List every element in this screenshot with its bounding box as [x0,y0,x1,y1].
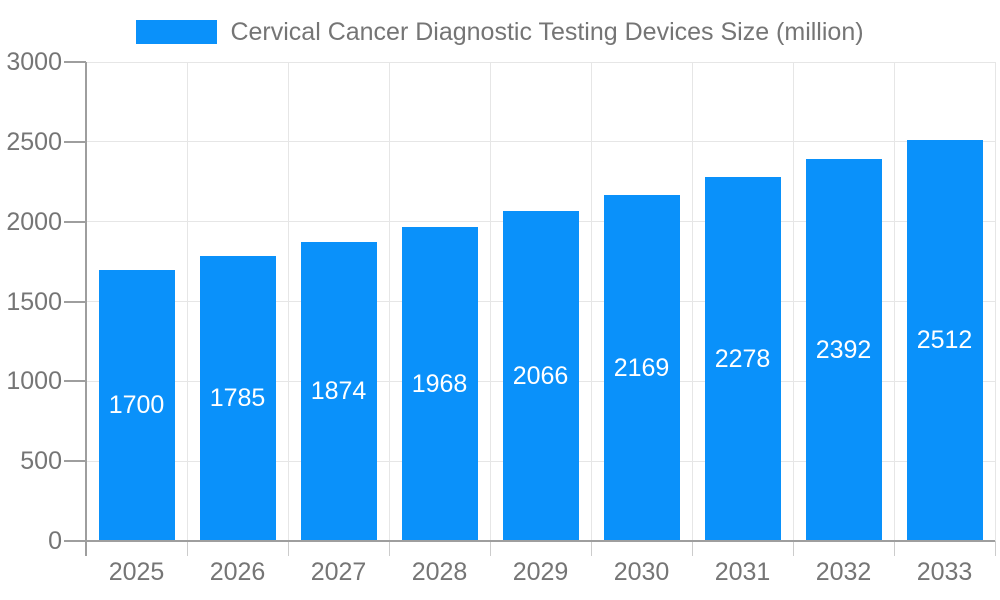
bar-value-label: 1700 [108,391,165,420]
bar-2028[interactable] [401,226,478,541]
x-gridline [893,62,895,541]
bar-2025[interactable] [98,269,175,541]
x-gridline [287,62,289,541]
x-tick [994,541,996,556]
x-gridline [186,62,188,541]
bar-value-label: 2512 [916,326,973,355]
x-axis-label: 2025 [108,558,165,586]
bar-value-label: 2392 [815,336,872,365]
x-tick [388,541,390,556]
bar-2027[interactable] [300,241,377,541]
y-tick [64,220,86,223]
bar-2032[interactable] [805,159,882,541]
bar-value-label: 2169 [613,353,670,382]
y-axis-label: 0 [48,527,62,555]
bar-2029[interactable] [502,211,579,541]
y-tick [64,140,86,143]
y-axis-label: 2000 [6,207,62,236]
y-gridline [86,61,995,63]
y-axis-label: 2500 [6,127,62,156]
y-axis-label: 1000 [6,367,62,396]
x-tick [186,541,188,556]
x-axis-label: 2026 [209,558,266,586]
legend-series-label: Cervical Cancer Diagnostic Testing Devic… [230,18,864,46]
x-gridline [691,62,693,541]
x-tick [691,541,693,556]
x-axis-line [64,540,995,542]
chart-legend: Cervical Cancer Diagnostic Testing Devic… [0,19,1000,45]
y-axis-label: 3000 [6,48,62,76]
y-axis-label: 1500 [6,287,62,316]
x-axis-label: 2029 [512,558,569,586]
x-axis-label: 2028 [411,558,468,586]
bar-value-label: 1968 [411,369,468,398]
x-gridline [388,62,390,541]
y-axis-label: 500 [20,447,62,476]
x-tick [893,541,895,556]
y-tick [64,300,86,303]
bar-value-label: 2066 [512,362,569,391]
x-axis-label: 2027 [310,558,367,586]
x-axis-label: 2031 [714,558,771,586]
legend-swatch [136,20,218,44]
y-gridline [86,141,995,143]
y-tick [64,460,86,463]
x-gridline [489,62,491,541]
bar-value-label: 2278 [714,345,771,374]
bar-value-label: 1874 [310,377,367,406]
x-gridline [590,62,592,541]
x-tick [287,541,289,556]
x-axis-label: 2033 [916,558,973,586]
x-gridline [994,62,996,541]
x-gridline [792,62,794,541]
bar-2030[interactable] [603,194,680,541]
y-axis-line [85,62,87,556]
bar-2026[interactable] [199,255,276,541]
bar-value-label: 1785 [209,384,266,413]
bar-2031[interactable] [704,177,781,541]
x-axis-label: 2032 [815,558,872,586]
x-axis-label: 2030 [613,558,670,586]
x-tick [489,541,491,556]
x-tick [590,541,592,556]
y-tick [64,380,86,383]
y-tick [64,61,86,63]
bar-2033[interactable] [906,139,983,541]
x-tick [792,541,794,556]
